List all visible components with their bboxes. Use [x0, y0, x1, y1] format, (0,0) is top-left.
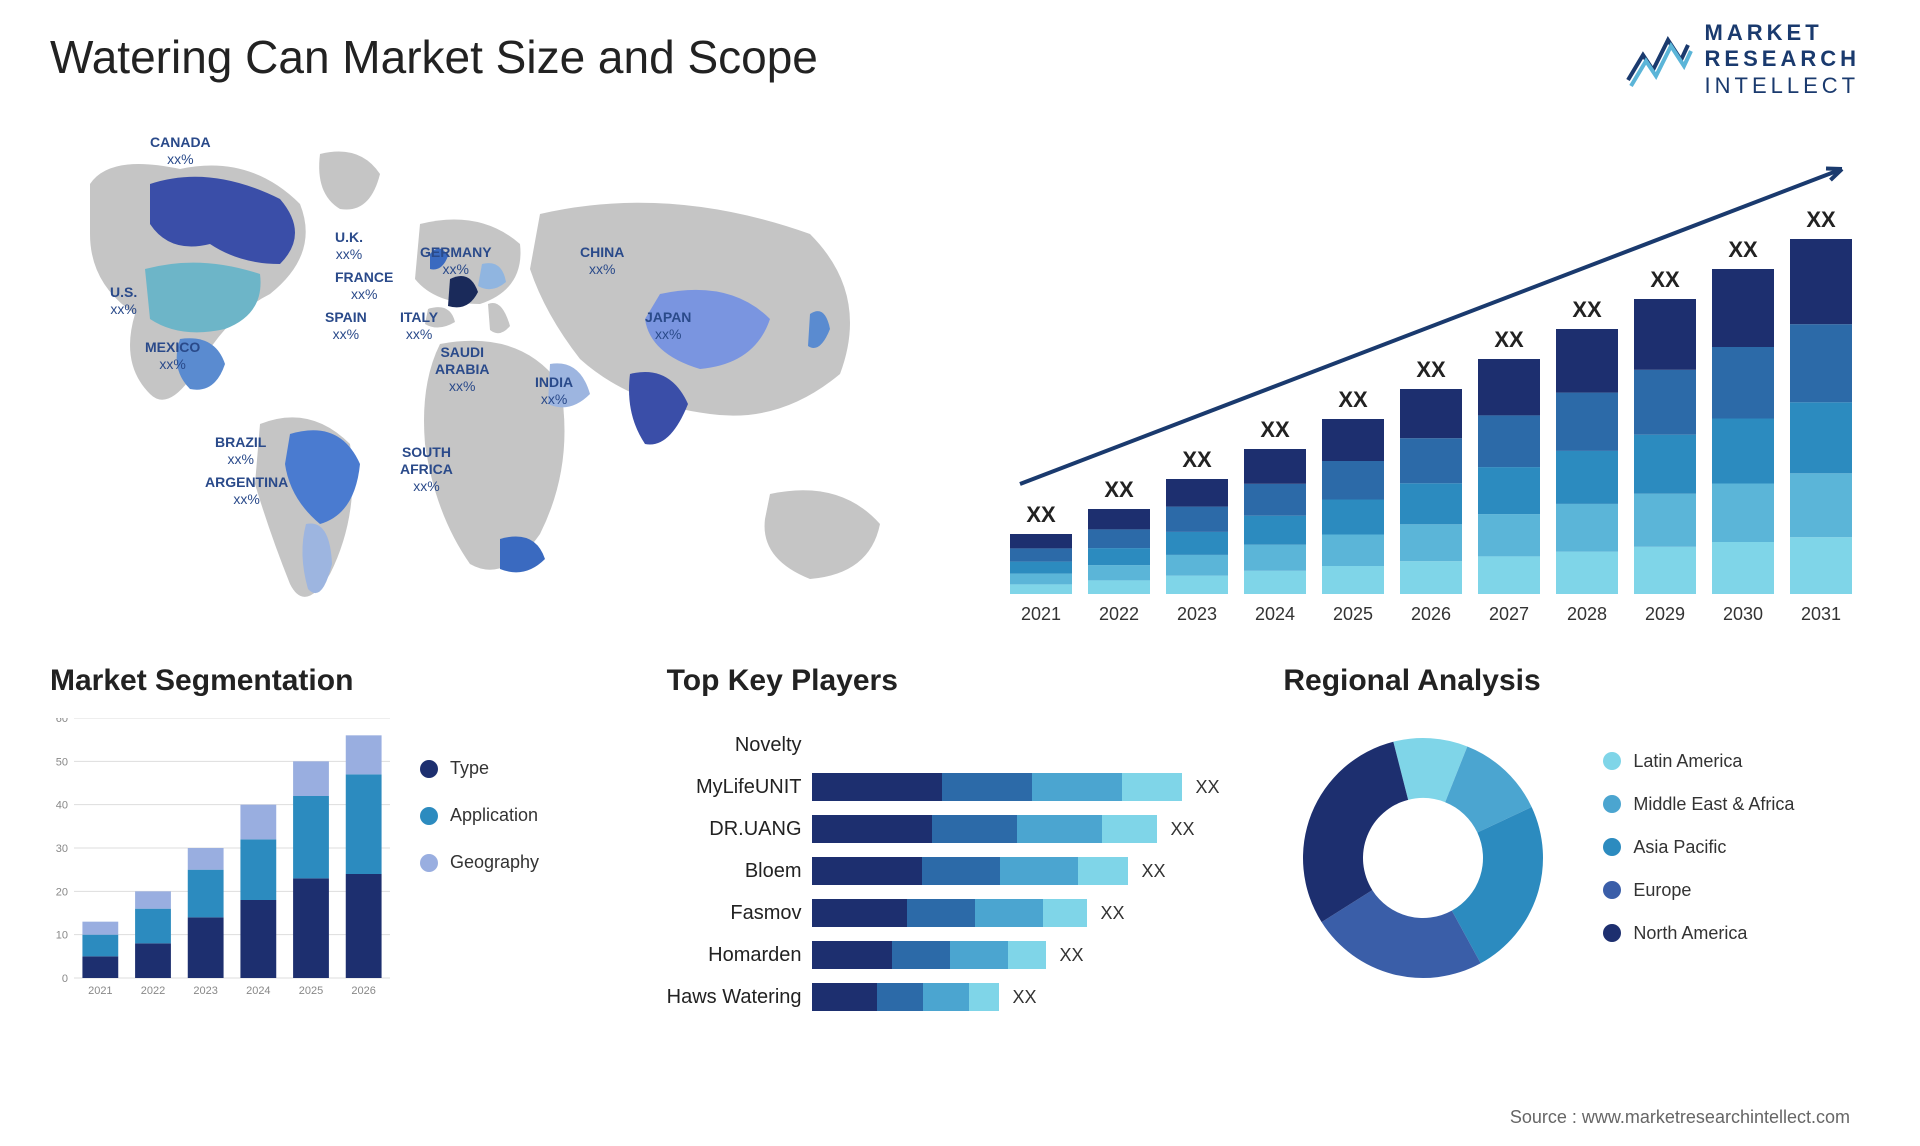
growth-chart: 2021 XX 2022 XX 2023 XX 2024 XX 2025 XX 2026 XX 2027…: [990, 114, 1870, 634]
player-row: XX: [812, 976, 1254, 1018]
brand-logo: MARKET RESEARCH INTELLECT: [1623, 20, 1860, 99]
svg-text:2022: 2022: [141, 985, 165, 997]
map-label: ITALYxx%: [400, 309, 438, 343]
player-label: Homarden: [667, 934, 802, 976]
svg-text:2029: 2029: [1645, 604, 1685, 624]
player-label: Bloem: [667, 850, 802, 892]
players-labels: NoveltyMyLifeUNITDR.UANGBloemFasmovHomar…: [667, 718, 802, 1018]
player-row: XX: [812, 892, 1254, 934]
svg-text:2025: 2025: [1333, 604, 1373, 624]
map-label: CHINAxx%: [580, 244, 624, 278]
svg-text:XX: XX: [1104, 477, 1134, 502]
legend-item: North America: [1603, 923, 1794, 944]
legend-item: Type: [420, 758, 539, 779]
svg-text:XX: XX: [1494, 327, 1524, 352]
legend-item: Geography: [420, 852, 539, 873]
regions-title: Regional Analysis: [1283, 664, 1870, 698]
map-label: GERMANYxx%: [420, 244, 492, 278]
player-label: DR.UANG: [667, 808, 802, 850]
legend-item: Asia Pacific: [1603, 837, 1794, 858]
player-label: Novelty: [667, 724, 802, 766]
svg-text:2021: 2021: [1021, 604, 1061, 624]
svg-text:2025: 2025: [299, 985, 323, 997]
legend-item: Latin America: [1603, 751, 1794, 772]
player-label: Haws Watering: [667, 976, 802, 1018]
seg-bar-chart: 0 10 20 30 40 50 60 2021 2022 2023 2024 2025 2026: [50, 718, 390, 1018]
svg-text:60: 60: [56, 718, 68, 725]
svg-text:XX: XX: [1572, 297, 1602, 322]
seg-legend: Type Application Geography: [420, 718, 539, 1018]
legend-item: Application: [420, 805, 539, 826]
map-label: SOUTHAFRICAxx%: [400, 444, 453, 494]
svg-text:XX: XX: [1806, 207, 1836, 232]
svg-text:2028: 2028: [1567, 604, 1607, 624]
svg-text:2023: 2023: [193, 985, 217, 997]
seg-title: Market Segmentation: [50, 664, 637, 698]
player-label: MyLifeUNIT: [667, 766, 802, 808]
world-map: CANADAxx% U.S.xx% MEXICOxx% BRAZILxx% ARGENT…: [50, 114, 950, 634]
svg-text:2026: 2026: [1411, 604, 1451, 624]
svg-text:50: 50: [56, 756, 68, 768]
svg-text:2027: 2027: [1489, 604, 1529, 624]
svg-text:2024: 2024: [1255, 604, 1295, 624]
svg-text:2021: 2021: [88, 985, 112, 997]
map-label: SAUDIARABIAxx%: [435, 344, 489, 394]
legend-item: Middle East & Africa: [1603, 794, 1794, 815]
svg-text:2031: 2031: [1801, 604, 1841, 624]
svg-text:20: 20: [56, 886, 68, 898]
players-title: Top Key Players: [667, 664, 1254, 698]
svg-text:XX: XX: [1338, 387, 1368, 412]
svg-text:XX: XX: [1728, 237, 1758, 262]
regions-panel: Regional Analysis Latin America Middle Ea…: [1283, 664, 1870, 1054]
player-label: Fasmov: [667, 892, 802, 934]
map-label: CANADAxx%: [150, 134, 211, 168]
map-svg: [50, 114, 950, 634]
svg-text:XX: XX: [1260, 417, 1290, 442]
svg-text:XX: XX: [1650, 267, 1680, 292]
segmentation-panel: Market Segmentation 0 10 20 30 40 50 60 2021 202…: [50, 664, 637, 1054]
svg-text:2023: 2023: [1177, 604, 1217, 624]
map-label: U.S.xx%: [110, 284, 137, 318]
players-bars: XXXXXXXXXXXX: [812, 718, 1254, 1018]
map-label: ARGENTINAxx%: [205, 474, 288, 508]
map-label: JAPANxx%: [645, 309, 691, 343]
svg-text:2022: 2022: [1099, 604, 1139, 624]
player-row: [812, 724, 1254, 766]
map-label: SPAINxx%: [325, 309, 367, 343]
svg-text:10: 10: [56, 930, 68, 942]
svg-text:2024: 2024: [246, 985, 270, 997]
svg-text:XX: XX: [1026, 502, 1056, 527]
player-row: XX: [812, 766, 1254, 808]
page-title: Watering Can Market Size and Scope: [50, 30, 1870, 84]
players-panel: Top Key Players NoveltyMyLifeUNITDR.UANG…: [667, 664, 1254, 1054]
svg-text:30: 30: [56, 843, 68, 855]
svg-text:0: 0: [62, 973, 68, 985]
svg-text:2026: 2026: [351, 985, 375, 997]
map-label: FRANCExx%: [335, 269, 393, 303]
legend-item: Europe: [1603, 880, 1794, 901]
source-attribution: Source : www.marketresearchintellect.com: [1510, 1107, 1850, 1128]
svg-text:2030: 2030: [1723, 604, 1763, 624]
player-row: XX: [812, 808, 1254, 850]
map-label: INDIAxx%: [535, 374, 573, 408]
player-row: XX: [812, 850, 1254, 892]
logo-icon: [1623, 30, 1693, 90]
map-label: MEXICOxx%: [145, 339, 200, 373]
svg-text:40: 40: [56, 800, 68, 812]
svg-text:XX: XX: [1182, 447, 1212, 472]
svg-text:XX: XX: [1416, 357, 1446, 382]
player-row: XX: [812, 934, 1254, 976]
donut-chart: [1283, 718, 1563, 998]
region-legend: Latin America Middle East & Africa Asia Pa…: [1603, 751, 1794, 966]
map-label: BRAZILxx%: [215, 434, 266, 468]
map-label: U.K.xx%: [335, 229, 363, 263]
logo-text: MARKET RESEARCH INTELLECT: [1705, 20, 1860, 99]
